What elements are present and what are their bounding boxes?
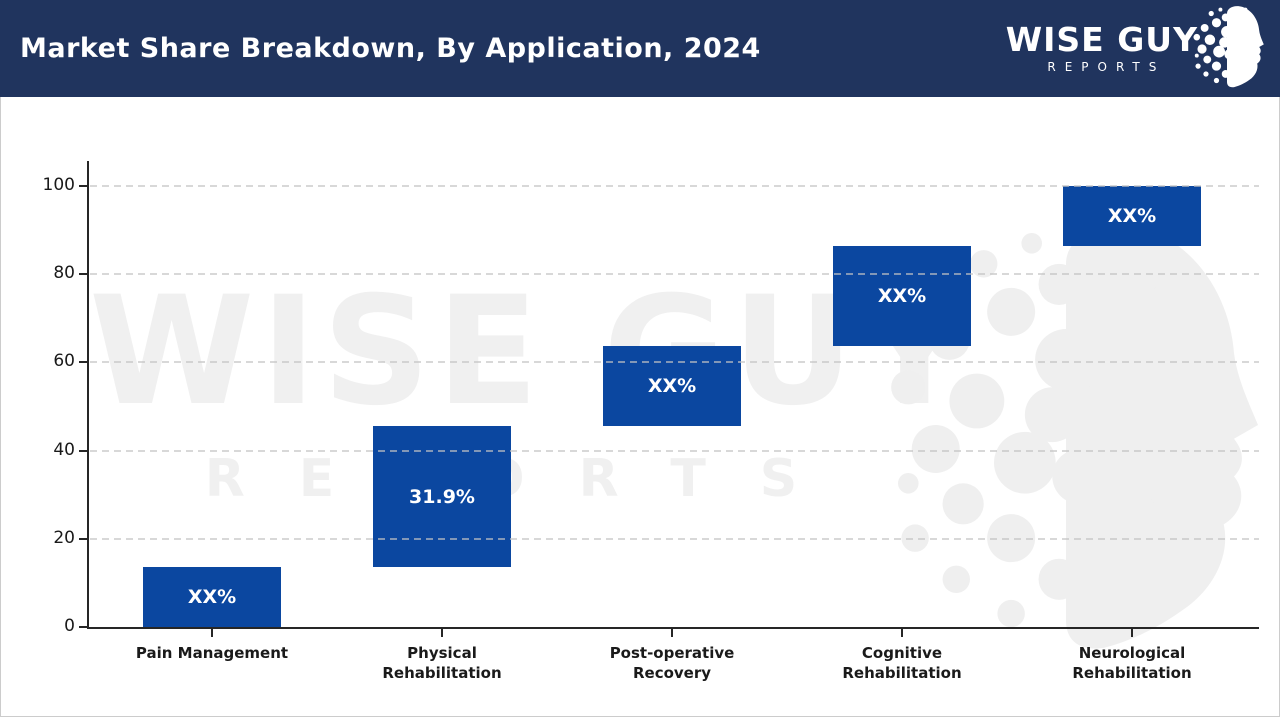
gridline: [90, 361, 1259, 364]
x-category-label: Pain Management: [135, 644, 289, 662]
watermark-dotted-head: [891, 225, 1258, 649]
y-tick-mark: [79, 273, 87, 276]
y-tick-label: 40: [53, 439, 75, 460]
y-tick-label: 60: [53, 351, 75, 372]
bar-segment: 31.9%: [373, 426, 511, 568]
x-tick-mark: [211, 629, 213, 637]
y-axis-line: [87, 161, 89, 629]
bar-value-label: XX%: [187, 586, 237, 608]
y-tick-label: 100: [42, 175, 75, 195]
x-tick-mark: [1131, 629, 1133, 637]
x-category-label: Cognitive Rehabilitation: [842, 644, 962, 682]
y-tick-mark: [79, 185, 87, 187]
x-axis-line: [87, 627, 1259, 629]
y-tick-label: 80: [53, 263, 75, 284]
bar-value-label: XX%: [1107, 204, 1157, 227]
bar-value-label: 31.9%: [409, 485, 475, 508]
y-tick-label: 0: [64, 616, 75, 636]
gridline: [90, 449, 1259, 452]
y-tick-mark: [79, 537, 87, 540]
x-tick-mark: [441, 629, 443, 637]
watermark-wordmark: WISE GUY: [89, 265, 975, 439]
wise-guy-reports-logo: WISE GUY REPORTS: [1006, 3, 1270, 95]
gridline: [90, 537, 1259, 540]
header-bar: Market Share Breakdown, By Application, …: [0, 0, 1280, 97]
logo-text: WISE GUY REPORTS: [1006, 23, 1198, 74]
x-category-label: Physical Rehabilitation: [382, 644, 502, 682]
dotted-head-icon: [1193, 5, 1264, 87]
logo-subtext: REPORTS: [1047, 60, 1166, 74]
y-tick-mark: [79, 626, 87, 628]
y-tick-mark: [79, 361, 87, 364]
bar-value-label: XX%: [877, 285, 927, 308]
gridline: [90, 273, 1259, 276]
x-category-label: Neurological Rehabilitation: [1072, 644, 1192, 682]
bar-segment: XX%: [1063, 186, 1201, 246]
chart-area: WISE GUY REPORTS 0 20 40 60 80 100 XX% Pain Man…: [0, 97, 1280, 717]
gridline: [90, 185, 1259, 187]
x-tick-mark: [901, 629, 903, 637]
bar-segment: XX%: [603, 346, 741, 427]
chart-title: Market Share Breakdown, By Application, …: [20, 33, 761, 64]
bar-segment: XX%: [143, 567, 281, 627]
logo-wordmark: WISE GUY: [1005, 20, 1198, 59]
bar-segment: XX%: [833, 245, 971, 347]
bar-value-label: XX%: [647, 375, 697, 398]
x-tick-mark: [671, 629, 673, 637]
x-category-label: Post-operative Recovery: [609, 644, 735, 682]
y-tick-label: 20: [53, 527, 75, 548]
y-tick-mark: [79, 449, 87, 452]
